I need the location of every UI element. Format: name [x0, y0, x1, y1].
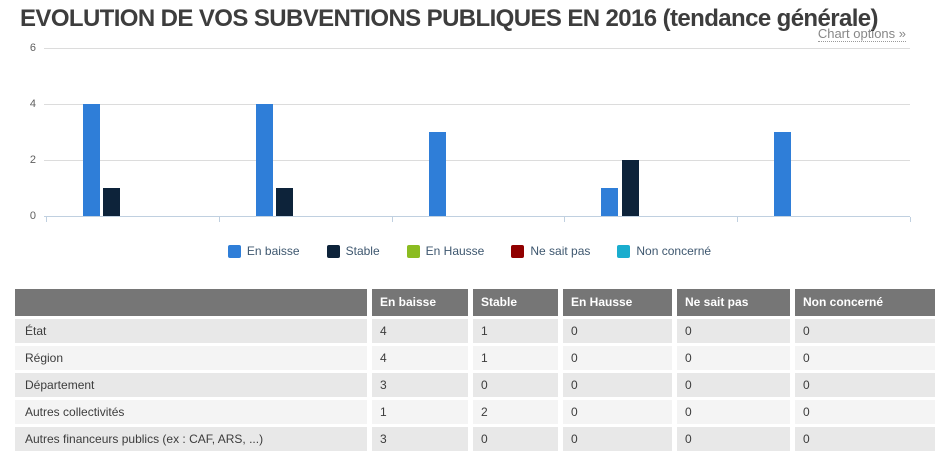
bar-stable-region — [276, 188, 294, 216]
x-axis-tick — [564, 217, 565, 222]
legend-label: Ne sait pas — [530, 244, 591, 258]
chart-options-link[interactable]: Chart options » — [817, 26, 906, 42]
legend-item-en-baisse[interactable]: En baisse — [227, 244, 300, 258]
x-axis-tick — [46, 217, 47, 222]
legend-swatch-icon — [511, 244, 525, 258]
legend-swatch-icon — [406, 244, 420, 258]
legend-label: Non concerné — [636, 244, 712, 258]
bar-en-baisse-autres-collectivites — [601, 188, 619, 216]
legend-label: Stable — [345, 244, 380, 258]
y-axis-tick-label: 0 — [29, 210, 36, 222]
bar-stable-autres-collectivites — [621, 160, 639, 216]
bar-en-baisse-autres-financeurs-publics-ex-caf-ars — [774, 132, 792, 216]
table-cell: 0 — [677, 373, 790, 397]
table-cell: 0 — [677, 319, 790, 343]
x-axis-tick — [737, 217, 738, 222]
table-cell: 1 — [473, 319, 558, 343]
y-axis-tick-label: 4 — [29, 98, 36, 110]
table-row-label: État — [15, 319, 367, 343]
y-axis-tick-label: 6 — [29, 42, 36, 54]
table-row-label: Département — [15, 373, 367, 397]
table-row-label: Autres financeurs publics (ex : CAF, ARS… — [15, 427, 367, 451]
table-cell: 0 — [795, 319, 935, 343]
legend-label: En baisse — [246, 244, 300, 258]
legend-item-stable[interactable]: Stable — [326, 244, 380, 258]
legend-swatch-icon — [617, 244, 631, 258]
x-axis-tick — [392, 217, 393, 222]
chart-legend: En baisse Stable En Hausse Ne sait pas Non c… — [0, 243, 939, 259]
table-header-cell: En baisse — [372, 289, 468, 316]
table-cell: 0 — [677, 400, 790, 424]
x-axis-line — [44, 216, 910, 217]
legend-label: En Hausse — [425, 244, 485, 258]
bar-en-baisse-etat — [82, 104, 100, 216]
y-gridline — [44, 48, 910, 49]
bar-en-baisse-region — [255, 104, 273, 216]
legend-swatch-icon — [326, 244, 340, 258]
table-cell: 0 — [795, 346, 935, 370]
bar-chart: 0 2 4 6 — [29, 42, 911, 222]
legend-item-en-hausse[interactable]: En Hausse — [406, 244, 485, 258]
page-title: EVOLUTION DE VOS SUBVENTIONS PUBLIQUES E… — [20, 5, 879, 32]
results-table: En baisse Stable En Hausse Ne sait pas Non c… — [15, 289, 935, 451]
y-gridline — [44, 104, 910, 105]
table-cell: 1 — [372, 400, 468, 424]
table-cell: 1 — [473, 346, 558, 370]
table-cell: 0 — [795, 373, 935, 397]
table-header-cell: Stable — [473, 289, 558, 316]
table-cell: 0 — [795, 400, 935, 424]
table-header-cell — [15, 289, 367, 316]
table-cell: 4 — [372, 319, 468, 343]
y-gridline — [44, 160, 910, 161]
table-cell: 0 — [795, 427, 935, 451]
legend-swatch-icon — [227, 244, 241, 258]
table-cell: 0 — [563, 319, 672, 343]
y-axis-tick-label: 2 — [29, 154, 36, 166]
legend-item-non-concerne[interactable]: Non concerné — [617, 244, 711, 258]
table-header-cell: Ne sait pas — [677, 289, 790, 316]
table-header-cell: Non concerné — [795, 289, 935, 316]
table-cell: 0 — [677, 346, 790, 370]
x-axis-tick — [219, 217, 220, 222]
legend-item-ne-sait-pas[interactable]: Ne sait pas — [511, 244, 590, 258]
table-cell: 0 — [473, 373, 558, 397]
table-cell: 0 — [563, 373, 672, 397]
table-cell: 0 — [563, 427, 672, 451]
table-cell: 0 — [473, 427, 558, 451]
table-header-cell: En Hausse — [563, 289, 672, 316]
table-cell: 2 — [473, 400, 558, 424]
bar-en-baisse-departement — [428, 132, 446, 216]
table-cell: 0 — [563, 400, 672, 424]
table-cell: 3 — [372, 427, 468, 451]
table-row-label: Région — [15, 346, 367, 370]
table-cell: 0 — [677, 427, 790, 451]
table-row-label: Autres collectivités — [15, 400, 367, 424]
bar-stable-etat — [103, 188, 121, 216]
x-axis-tick — [910, 217, 911, 222]
table-cell: 0 — [563, 346, 672, 370]
table-cell: 3 — [372, 373, 468, 397]
table-cell: 4 — [372, 346, 468, 370]
